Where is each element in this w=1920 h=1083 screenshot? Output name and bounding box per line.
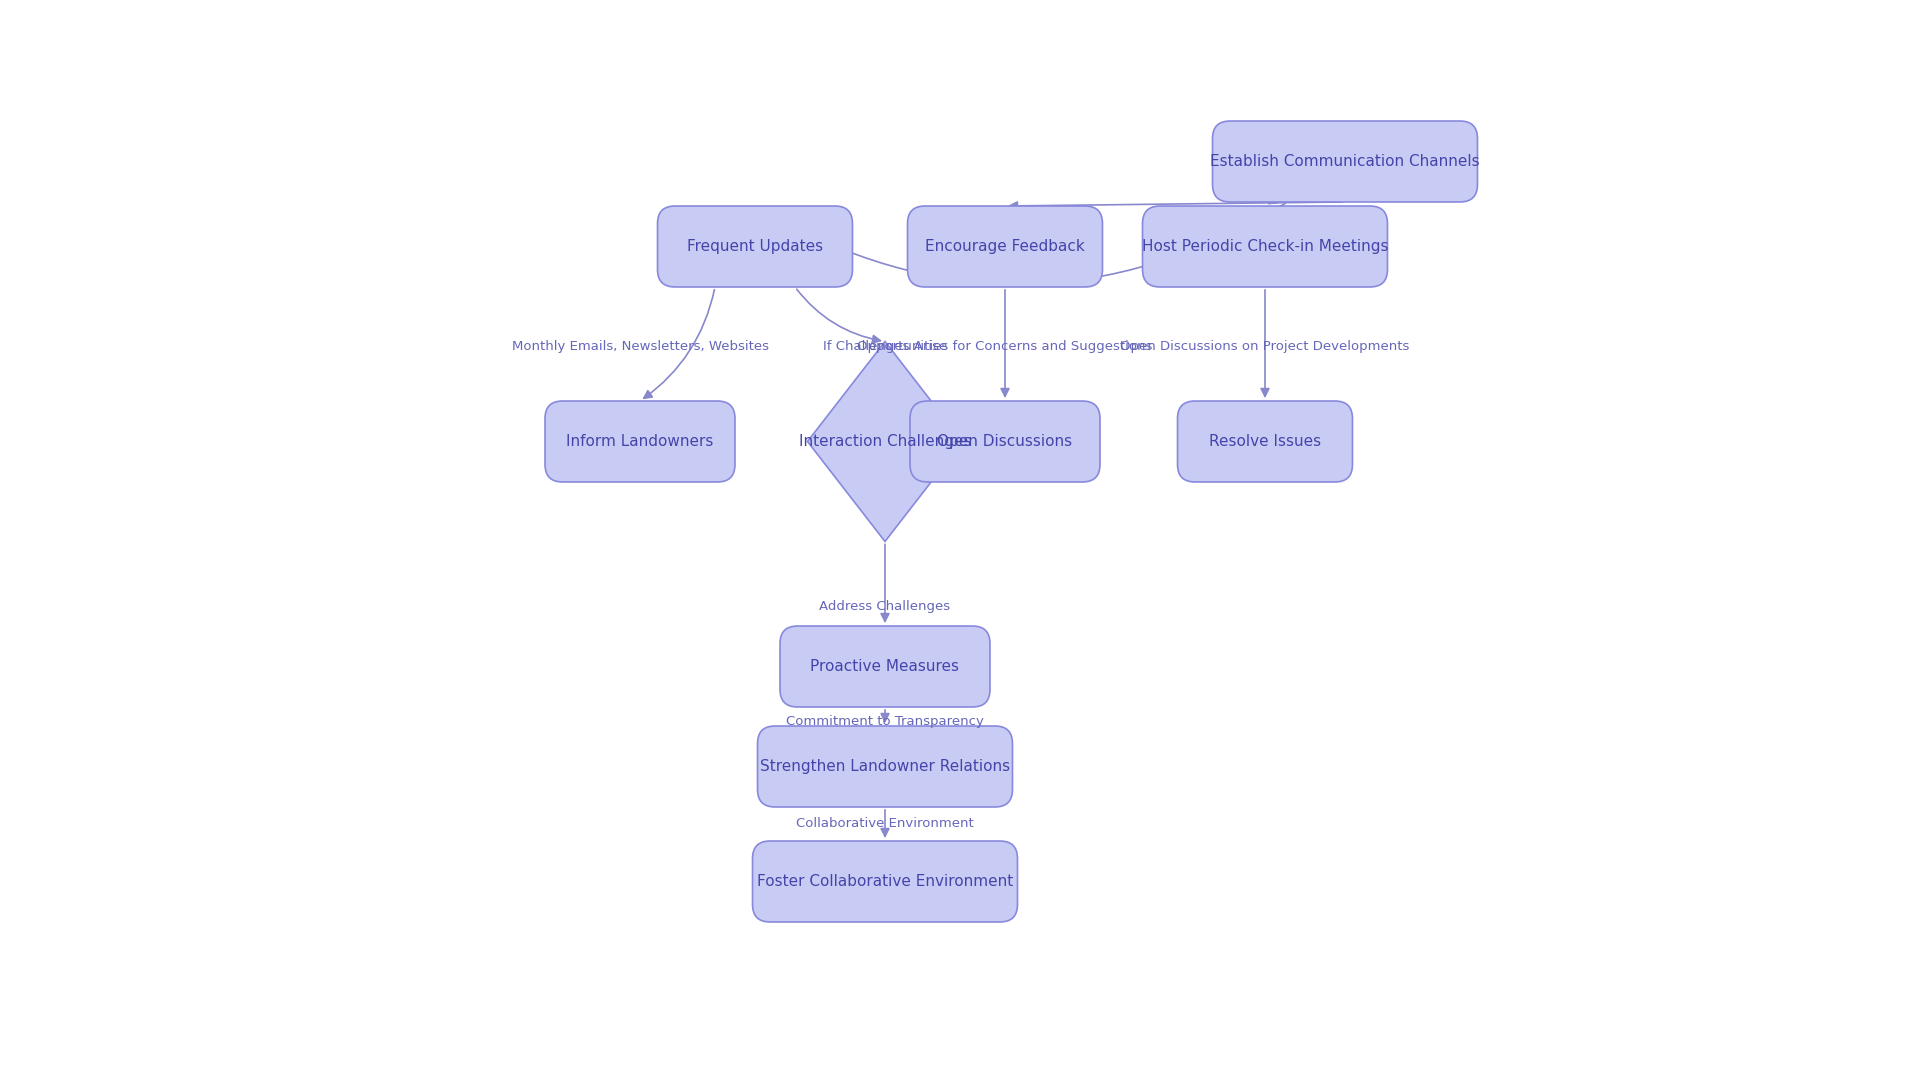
Text: Strengthen Landowner Relations: Strengthen Landowner Relations <box>760 759 1010 774</box>
Text: Opportunities for Concerns and Suggestions: Opportunities for Concerns and Suggestio… <box>858 340 1152 353</box>
Text: Resolve Issues: Resolve Issues <box>1210 434 1321 449</box>
Text: Proactive Measures: Proactive Measures <box>810 658 960 674</box>
Text: Inform Landowners: Inform Landowners <box>566 434 714 449</box>
Text: Open Discussions on Project Developments: Open Discussions on Project Developments <box>1119 340 1409 353</box>
Text: Collaborative Environment: Collaborative Environment <box>797 817 973 830</box>
Text: Address Challenges: Address Challenges <box>820 600 950 613</box>
Text: Foster Collaborative Environment: Foster Collaborative Environment <box>756 874 1014 889</box>
Text: Interaction Challenges: Interaction Challenges <box>799 434 972 449</box>
FancyBboxPatch shape <box>908 206 1102 287</box>
FancyBboxPatch shape <box>545 401 735 482</box>
FancyBboxPatch shape <box>1142 206 1388 287</box>
Text: Frequent Updates: Frequent Updates <box>687 239 824 255</box>
Text: Establish Communication Channels: Establish Communication Channels <box>1210 154 1480 169</box>
Text: Open Discussions: Open Discussions <box>937 434 1073 449</box>
FancyBboxPatch shape <box>1177 401 1352 482</box>
FancyBboxPatch shape <box>753 841 1018 922</box>
Text: Commitment to Transparency: Commitment to Transparency <box>785 715 983 728</box>
Text: Encourage Feedback: Encourage Feedback <box>925 239 1085 255</box>
Text: Monthly Emails, Newsletters, Websites: Monthly Emails, Newsletters, Websites <box>511 340 768 353</box>
FancyBboxPatch shape <box>910 401 1100 482</box>
FancyBboxPatch shape <box>780 626 991 707</box>
FancyBboxPatch shape <box>758 726 1012 807</box>
Polygon shape <box>808 341 962 542</box>
FancyBboxPatch shape <box>1213 121 1478 203</box>
Text: If Challenges Arise: If Challenges Arise <box>824 340 947 353</box>
FancyBboxPatch shape <box>657 206 852 287</box>
Text: Host Periodic Check-in Meetings: Host Periodic Check-in Meetings <box>1142 239 1388 255</box>
